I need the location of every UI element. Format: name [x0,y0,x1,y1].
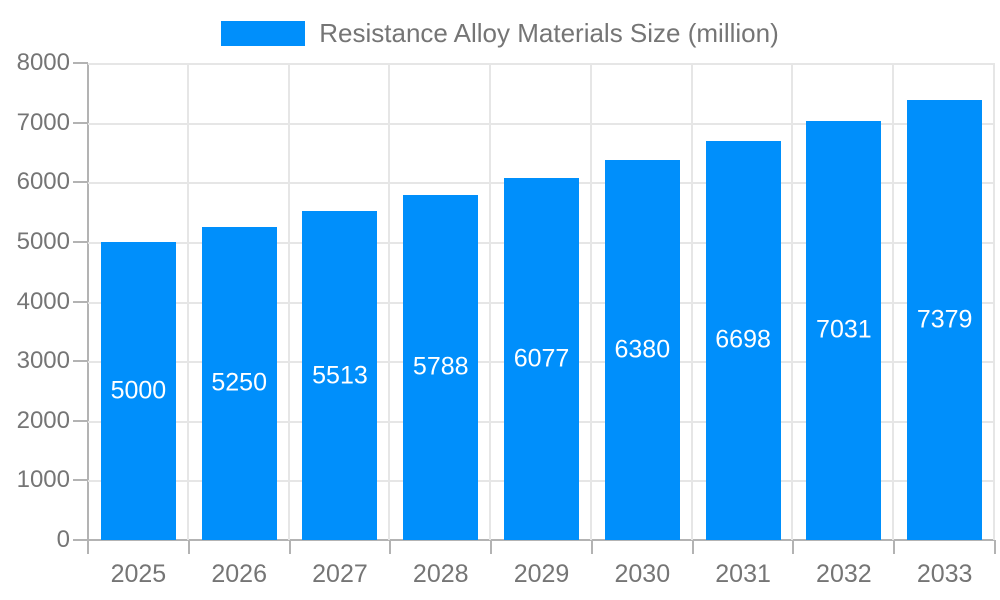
bar-value-label-2026: 5250 [211,368,267,397]
category-2032: 7031 [793,63,894,540]
category-2029: 6077 [491,63,592,540]
y-axis-label-0: 0 [56,526,70,553]
y-axis-label-1000: 1000 [16,466,70,494]
x-tick-2 [289,540,291,554]
h-gridline-8000 [88,63,995,65]
y-tick-6000 [73,181,88,184]
chart-legend[interactable]: Resistance Alloy Materials Size (million… [0,17,1000,48]
x-axis-line [73,539,995,541]
plot-area: 5000 5250 5513 5788 6077 6380 6698 7031 7379 [88,63,995,540]
category-2027: 5513 [290,63,391,540]
y-axis-label-8000: 8000 [16,49,70,76]
bar-value-label-2029: 6077 [513,344,570,373]
x-tick-8 [893,540,895,554]
v-gridline-3 [388,63,390,540]
category-2025: 5000 [88,63,189,540]
y-tick-0 [73,539,88,541]
bar-value-label-2032: 7031 [816,315,872,344]
v-gridline-2 [288,63,290,540]
y-tick-5000 [73,240,88,243]
x-axis-label-2025: 2025 [110,560,167,588]
category-2026: 5250 [189,63,290,540]
x-tick-4 [490,540,492,554]
bars-layer: 5000 5250 5513 5788 6077 6380 6698 7031 7379 [88,63,995,540]
bar-2031[interactable]: 6698 [705,140,781,540]
x-axis-labels: 2025 2026 2027 2028 2029 2030 2031 2032 2033 [88,560,995,590]
x-tick-6 [692,540,694,554]
x-tick-5 [591,540,593,554]
x-tick-7 [792,540,794,554]
bar-2032[interactable]: 7031 [806,120,882,540]
x-axis-label-2027: 2027 [312,560,368,588]
x-tick-9 [994,540,996,554]
x-axis-label-2031: 2031 [715,560,771,588]
v-gridline-4 [489,63,491,540]
category-2031: 6698 [693,63,794,540]
y-axis-label-6000: 6000 [16,168,70,196]
x-axis-label-2032: 2032 [816,560,872,588]
y-tick-7000 [73,121,88,124]
bar-value-label-2025: 5000 [110,376,167,405]
v-gridline-6 [691,63,693,540]
y-tick-2000 [73,419,88,422]
bar-2033[interactable]: 7379 [907,100,983,540]
y-tick-8000 [73,62,88,64]
x-axis-label-2029: 2029 [513,560,570,588]
v-gridline-5 [590,63,592,540]
legend-swatch [221,20,306,46]
v-gridline-7 [791,63,793,540]
category-2033: 7379 [894,63,995,540]
bar-2025[interactable]: 5000 [100,241,176,540]
y-axis-line [87,63,89,554]
v-gridline-8 [892,63,894,540]
x-tick-0 [87,540,89,554]
v-gridline-9 [993,63,995,540]
bar-value-label-2027: 5513 [312,361,368,390]
bar-2026[interactable]: 5250 [201,226,277,540]
y-axis-label-7000: 7000 [16,108,70,136]
v-gridline-1 [187,63,189,540]
y-axis-label-4000: 4000 [16,287,70,315]
y-tick-3000 [73,360,88,363]
category-2030: 6380 [592,63,693,540]
bar-value-label-2031: 6698 [715,325,771,354]
bar-value-label-2033: 7379 [916,305,973,334]
legend-label: Resistance Alloy Materials Size (million… [319,17,779,48]
y-axis-label-5000: 5000 [16,227,70,255]
x-tick-1 [188,540,190,554]
bar-value-label-2028: 5788 [412,352,469,381]
y-tick-1000 [73,479,88,482]
bar-2028[interactable]: 5788 [403,194,479,540]
bar-value-label-2030: 6380 [614,335,671,364]
x-axis-label-2026: 2026 [211,560,267,588]
bar-2029[interactable]: 6077 [504,177,580,540]
category-2028: 5788 [390,63,491,540]
bar-2030[interactable]: 6380 [604,159,680,540]
y-axis-label-2000: 2000 [16,406,70,434]
x-axis-label-2028: 2028 [412,560,469,588]
y-axis-label-3000: 3000 [16,347,70,375]
h-gridline-7000 [88,122,995,125]
y-tick-4000 [73,300,88,303]
bar-2027[interactable]: 5513 [302,211,378,540]
x-axis-label-2030: 2030 [614,560,671,588]
x-tick-3 [389,540,391,554]
x-axis-label-2033: 2033 [916,560,973,588]
